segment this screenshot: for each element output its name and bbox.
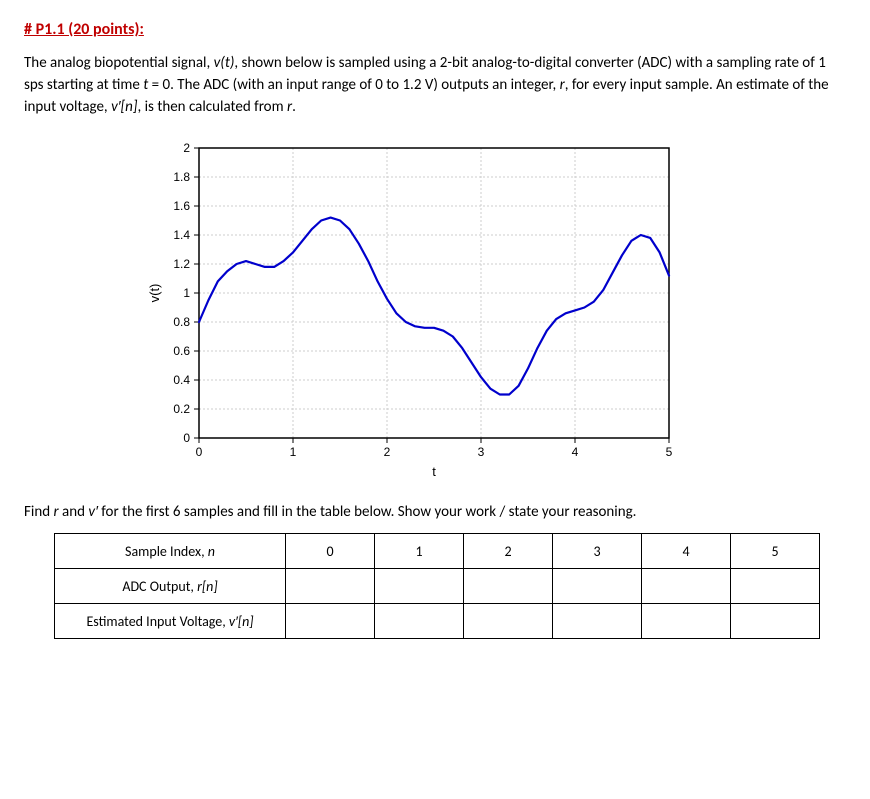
table-cell: 5 [731, 534, 820, 569]
table-row: ADC Output, r[n] [55, 569, 820, 604]
svg-text:1.4: 1.4 [173, 228, 190, 242]
table-cell [642, 604, 731, 639]
svg-text:4: 4 [572, 445, 579, 459]
problem-statement: The analog biopotential signal, v(t), sh… [24, 53, 846, 118]
table-cell [464, 569, 553, 604]
svg-text:1.8: 1.8 [173, 170, 190, 184]
svg-text:0.2: 0.2 [173, 402, 190, 416]
text-part: Find [24, 503, 54, 521]
svg-text:2: 2 [183, 141, 190, 155]
svg-text:1: 1 [183, 286, 190, 300]
table-row: Sample Index, n012345 [55, 534, 820, 569]
svg-text:5: 5 [666, 445, 673, 459]
row-label: Sample Index, n [55, 534, 286, 569]
text-part: = 0. The ADC (with an input range of 0 t… [148, 76, 559, 94]
table-cell [286, 569, 375, 604]
symbol-vt: v(t) [214, 54, 235, 72]
svg-text:1: 1 [290, 445, 297, 459]
answer-table: Sample Index, n012345ADC Output, r[n]Est… [54, 533, 820, 639]
table-cell: 2 [464, 534, 553, 569]
text-part: The analog biopotential signal, [24, 54, 214, 72]
table-cell [553, 569, 642, 604]
svg-text:0: 0 [183, 431, 190, 445]
table-cell [731, 604, 820, 639]
svg-text:2: 2 [384, 445, 391, 459]
table-cell [375, 604, 464, 639]
svg-text:3: 3 [478, 445, 485, 459]
table-cell: 1 [375, 534, 464, 569]
table-cell: 0 [286, 534, 375, 569]
svg-text:1.2: 1.2 [173, 257, 190, 271]
svg-text:0.4: 0.4 [173, 373, 190, 387]
text-part: , is then calculated from [137, 98, 286, 116]
table-cell [375, 569, 464, 604]
svg-text:0: 0 [196, 445, 203, 459]
symbol-vprime-n: v′[n] [111, 98, 137, 116]
table-cell [731, 569, 820, 604]
svg-text:v(t): v(t) [147, 284, 162, 303]
instruction-text: Find r and v′ for the first 6 samples an… [24, 503, 846, 521]
svg-text:1.6: 1.6 [173, 199, 190, 213]
table-cell: 4 [642, 534, 731, 569]
chart-svg: 0 1 2 3 4 5 0 0.2 0.4 0.6 0.8 1 1.2 1.4 1.6 1.8 2 t v(t) [144, 138, 684, 483]
problem-heading: # P1.1 (20 points): [24, 20, 846, 39]
signal-chart: 0 1 2 3 4 5 0 0.2 0.4 0.6 0.8 1 1.2 1.4 1.6 1.8 2 t v(t) [144, 138, 846, 483]
row-label: Estimated Input Voltage, v′[n] [55, 604, 286, 639]
symbol-vprime: v′ [88, 503, 98, 521]
svg-text:t: t [432, 464, 436, 479]
table-cell [286, 604, 375, 639]
table-row: Estimated Input Voltage, v′[n] [55, 604, 820, 639]
table-cell: 3 [553, 534, 642, 569]
svg-text:0.6: 0.6 [173, 344, 190, 358]
svg-text:0.8: 0.8 [173, 315, 190, 329]
text-part: for the first 6 samples and fill in the … [98, 503, 637, 521]
table-cell [642, 569, 731, 604]
text-part: . [292, 98, 296, 116]
table-cell [464, 604, 553, 639]
row-label: ADC Output, r[n] [55, 569, 286, 604]
table-cell [553, 604, 642, 639]
text-part: and [59, 503, 89, 521]
